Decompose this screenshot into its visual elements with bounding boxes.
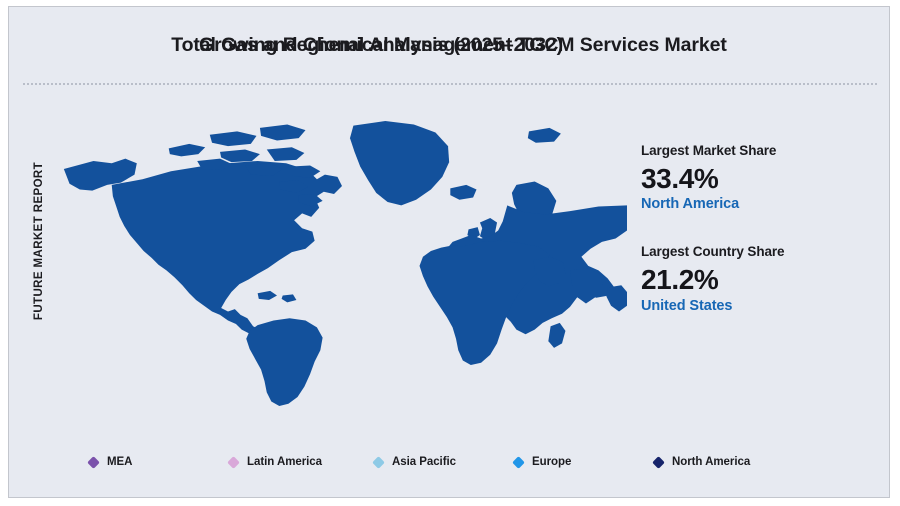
stat-label: Largest Country Share — [641, 244, 785, 260]
header-divider — [23, 83, 877, 85]
legend-item-latin-america[interactable]: Latin America — [227, 451, 322, 473]
stat-region: North America — [641, 196, 740, 213]
map-legend: MEA Latin America Asia Pacific Europe No… — [87, 451, 819, 477]
legend-swatch-icon — [512, 455, 525, 469]
page-title-primary: Total Gas and Chemical Management TGCM S… — [171, 34, 727, 56]
stat-value: 21.2% — [641, 264, 719, 296]
legend-item-label: MEA — [107, 456, 133, 468]
legend-swatch-icon — [87, 455, 100, 469]
map-landmasses — [63, 121, 627, 407]
legend-item-mea[interactable]: MEA — [87, 451, 133, 473]
legend-swatch-icon — [227, 455, 240, 469]
world-map-svg — [63, 121, 627, 407]
market-report-card: Total Gas and Chemical Management TGCM S… — [8, 6, 890, 498]
legend-item-europe[interactable]: Europe — [512, 451, 572, 473]
stat-region: United States — [641, 297, 733, 314]
legend-item-label: Asia Pacific — [392, 456, 456, 468]
stat-largest-country-share: Largest Country Share 21.2% United State… — [641, 244, 877, 313]
stat-label: Largest Market Share — [641, 143, 777, 158]
header: Total Gas and Chemical Management TGCM S… — [9, 7, 889, 75]
legend-swatch-icon — [372, 455, 385, 469]
watermark-label: FUTURE MARKET REPORT — [33, 161, 45, 321]
world-map — [57, 99, 627, 419]
legend-item-label: North America — [672, 456, 751, 468]
legend-item-label: Europe — [532, 456, 572, 468]
stat-value: 33.4% — [641, 163, 719, 194]
stat-largest-market-share: Largest Market Share 33.4% North America — [641, 143, 877, 212]
legend-item-label: Latin America — [247, 456, 322, 468]
legend-swatch-icon — [652, 455, 665, 469]
page-title-secondary: Growing Regional Analysis (2025–2032) — [199, 34, 564, 56]
legend-item-asia-pacific[interactable]: Asia Pacific — [372, 451, 456, 473]
stats-panel: Largest Market Share 33.4% North America… — [641, 143, 877, 346]
legend-item-north-america[interactable]: North America — [652, 451, 751, 473]
